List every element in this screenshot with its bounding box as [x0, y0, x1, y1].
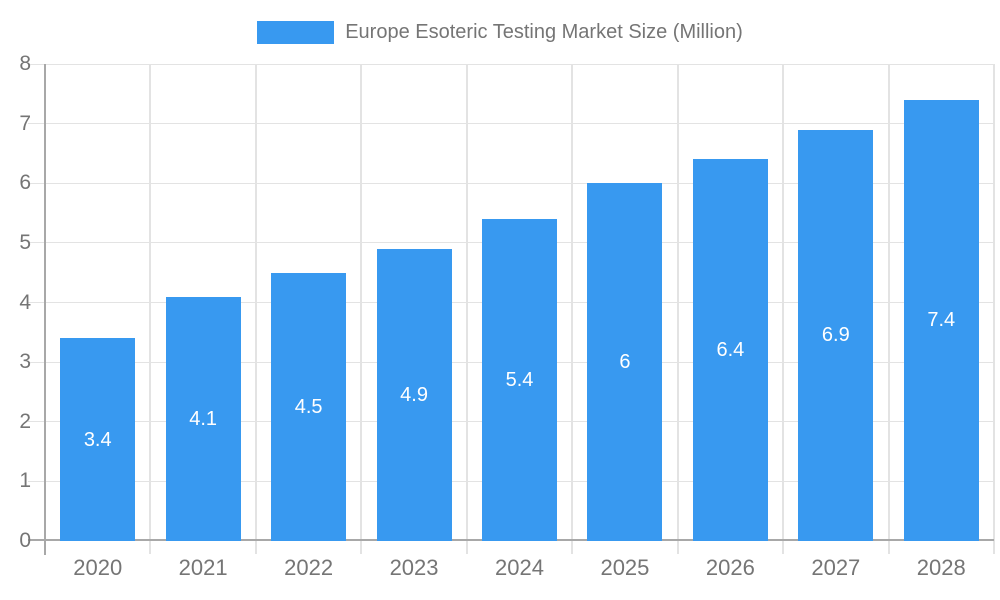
gridline-h — [28, 123, 994, 125]
y-tick-label: 0 — [19, 529, 31, 552]
bar-2024[interactable]: 5.4 — [482, 219, 557, 541]
x-tick-label: 2027 — [811, 555, 861, 580]
bar-2021[interactable]: 4.1 — [165, 296, 241, 541]
legend-label: Europe Esoteric Testing Market Size (Mil… — [345, 21, 743, 43]
bar-value-label: 6.9 — [821, 324, 850, 347]
chart-legend: Europe Esoteric Testing Market Size (Mil… — [0, 20, 1000, 44]
y-tick-label: 5 — [19, 230, 31, 254]
x-tick-label: 2028 — [916, 555, 966, 580]
gridline-h — [28, 182, 994, 184]
bar-value-label: 7.4 — [927, 309, 956, 332]
gridline-v — [887, 64, 890, 541]
gridline-v — [149, 64, 152, 541]
y-tick-label: 6 — [19, 171, 31, 195]
x-tick-label: 2023 — [389, 555, 439, 580]
bar-value-label: 5.4 — [505, 369, 534, 391]
x-axis-tick — [360, 541, 363, 554]
bar-value-label: 6 — [619, 351, 631, 374]
gridline-v — [676, 64, 679, 541]
bar-value-label: 4.9 — [400, 383, 428, 406]
y-tick-label: 1 — [19, 469, 31, 493]
y-tick-label: 3 — [19, 350, 31, 374]
bar-2025[interactable]: 6 — [587, 183, 663, 541]
gridline-v — [993, 64, 995, 541]
y-tick-label: 7 — [19, 111, 31, 135]
y-tick-label: 8 — [19, 52, 31, 75]
bar-2023[interactable]: 4.9 — [376, 248, 452, 541]
x-tick-label: 2024 — [495, 555, 544, 580]
x-axis-tick — [782, 541, 785, 554]
gridline-v — [465, 64, 468, 541]
bar-2022[interactable]: 4.5 — [271, 272, 347, 541]
y-tick-label: 4 — [19, 290, 31, 314]
bar-value-label: 4.1 — [189, 407, 218, 430]
bar-value-label: 3.4 — [83, 428, 112, 451]
x-tick-label: 2025 — [600, 555, 650, 580]
gridline-v — [571, 64, 574, 541]
x-axis-tick — [887, 541, 890, 554]
x-axis-tick — [571, 541, 574, 554]
gridline-v — [254, 64, 257, 541]
plot-area: 3.4 4.1 4.5 4.9 5.4 6 6.4 6.9 7.4 — [28, 63, 995, 555]
bar-value-label: 6.4 — [716, 339, 745, 362]
x-axis-tick — [465, 541, 468, 554]
bar-2020[interactable]: 3.4 — [60, 338, 136, 541]
bar-value-label: 4.5 — [294, 395, 323, 418]
gridline-v — [360, 64, 363, 541]
gridline-v — [782, 64, 785, 541]
legend-swatch — [257, 20, 335, 44]
x-tick-label: 2026 — [705, 555, 755, 580]
gridline-h — [28, 63, 994, 65]
y-axis-line — [44, 64, 46, 555]
x-tick-label: 2021 — [178, 555, 228, 580]
bar-2027[interactable]: 6.9 — [798, 129, 874, 541]
y-tick-label: 2 — [19, 409, 31, 433]
x-tick-label: 2020 — [73, 555, 123, 580]
x-axis-tick — [993, 541, 995, 554]
x-axis-tick — [676, 541, 679, 554]
x-axis-tick — [254, 541, 257, 554]
x-axis-tick — [149, 541, 152, 554]
bar-2028[interactable]: 7.4 — [903, 99, 979, 541]
x-tick-label: 2022 — [284, 555, 334, 580]
bar-2026[interactable]: 6.4 — [692, 159, 768, 541]
